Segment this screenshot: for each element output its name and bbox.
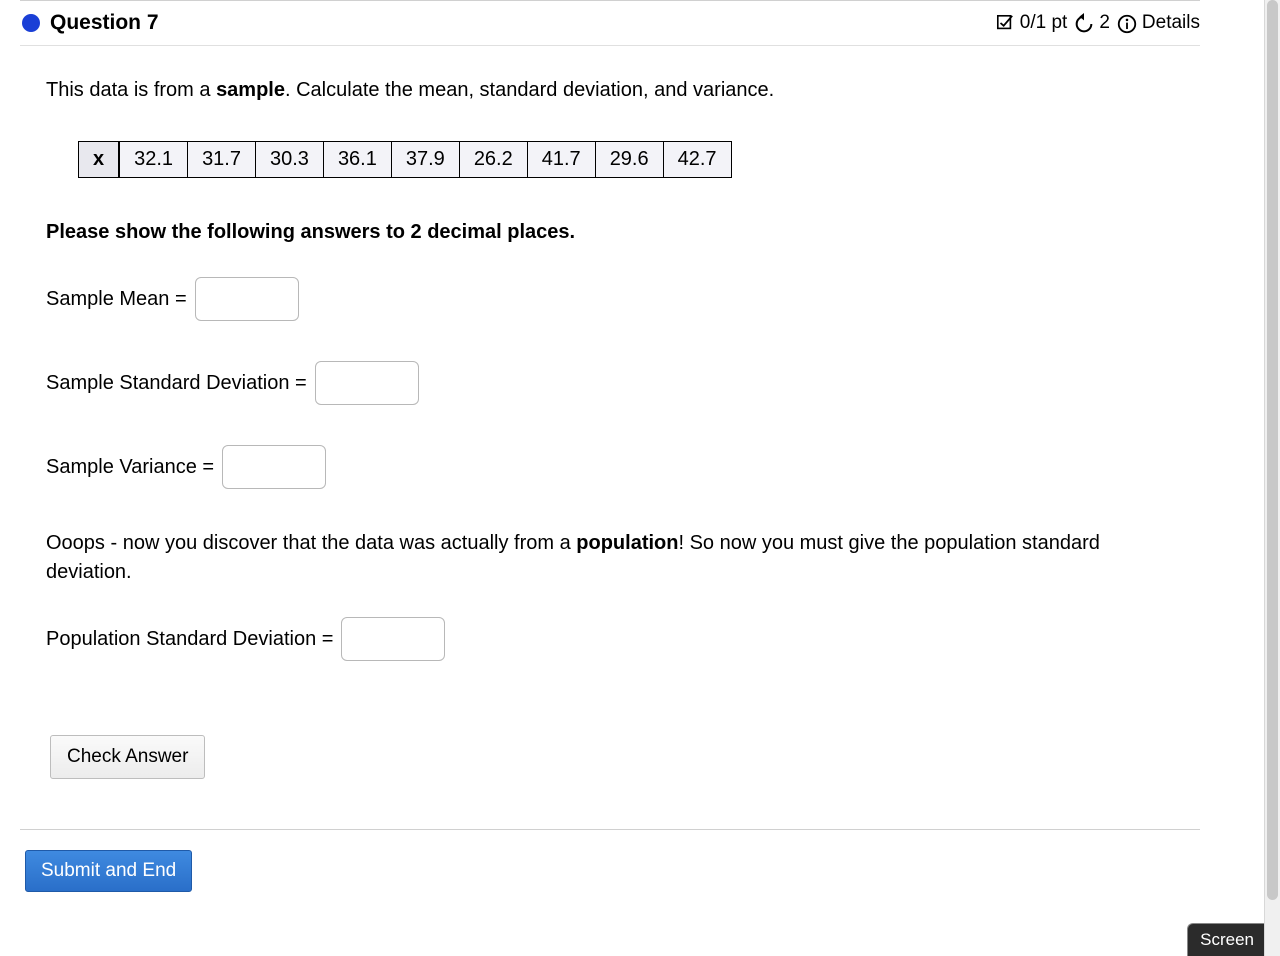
data-cell: 32.1 <box>119 142 187 178</box>
data-cell: 36.1 <box>323 142 391 178</box>
data-cell: 29.6 <box>595 142 663 178</box>
question-body: This data is from a sample. Calculate th… <box>20 46 1200 829</box>
submit-and-end-button[interactable]: Submit and End <box>25 850 192 892</box>
data-cell: 41.7 <box>527 142 595 178</box>
sample-variance-label: Sample Variance = <box>46 453 214 482</box>
sample-variance-row: Sample Variance = <box>46 445 1200 489</box>
check-answer-button[interactable]: Check Answer <box>50 735 205 779</box>
intro-text: This data is from a sample. Calculate th… <box>46 76 1200 105</box>
question-panel: Question 7 0/1 pt 2 Details This data is… <box>20 0 1200 830</box>
screen-badge[interactable]: Screen <box>1187 923 1264 956</box>
sample-sd-input[interactable] <box>315 361 419 405</box>
question-header-right: 0/1 pt 2 Details <box>996 12 1200 34</box>
population-sd-label: Population Standard Deviation = <box>46 625 333 654</box>
status-bullet-icon <box>22 14 40 32</box>
intro-bold: sample <box>216 79 285 101</box>
oops-prefix: Ooops - now you discover that the data w… <box>46 532 576 554</box>
data-table: x 32.1 31.7 30.3 36.1 37.9 26.2 41.7 29.… <box>78 141 732 178</box>
intro-prefix: This data is from a <box>46 79 216 101</box>
data-cell: 42.7 <box>663 142 731 178</box>
retry-icon[interactable] <box>1073 13 1093 33</box>
oops-bold: population <box>576 532 678 554</box>
scroll-thumb[interactable] <box>1267 0 1278 900</box>
score-text: 0/1 pt <box>1020 12 1068 34</box>
sample-mean-input[interactable] <box>195 277 299 321</box>
sample-variance-input[interactable] <box>222 445 326 489</box>
question-title: Question 7 <box>50 11 159 35</box>
info-icon[interactable] <box>1116 13 1136 33</box>
data-cell: 26.2 <box>459 142 527 178</box>
question-header: Question 7 0/1 pt 2 Details <box>20 1 1200 46</box>
data-cell: 30.3 <box>256 142 324 178</box>
sample-mean-label: Sample Mean = <box>46 285 187 314</box>
sample-sd-row: Sample Standard Deviation = <box>46 361 1200 405</box>
oops-text: Ooops - now you discover that the data w… <box>46 529 1106 587</box>
sample-sd-label: Sample Standard Deviation = <box>46 369 307 398</box>
vertical-scrollbar[interactable] <box>1264 0 1280 956</box>
data-header-cell: x <box>79 142 120 178</box>
instruction-text: Please show the following answers to 2 d… <box>46 218 1200 247</box>
sample-mean-row: Sample Mean = <box>46 277 1200 321</box>
checkbox-icon <box>996 14 1014 32</box>
population-sd-row: Population Standard Deviation = <box>46 617 1200 661</box>
data-cell: 31.7 <box>188 142 256 178</box>
intro-suffix: . Calculate the mean, standard deviation… <box>285 79 774 101</box>
question-header-left: Question 7 <box>22 11 159 35</box>
attempts-text: 2 <box>1099 12 1110 34</box>
details-link[interactable]: Details <box>1142 12 1200 34</box>
data-row: x 32.1 31.7 30.3 36.1 37.9 26.2 41.7 29.… <box>79 142 732 178</box>
data-cell: 37.9 <box>391 142 459 178</box>
population-sd-input[interactable] <box>341 617 445 661</box>
